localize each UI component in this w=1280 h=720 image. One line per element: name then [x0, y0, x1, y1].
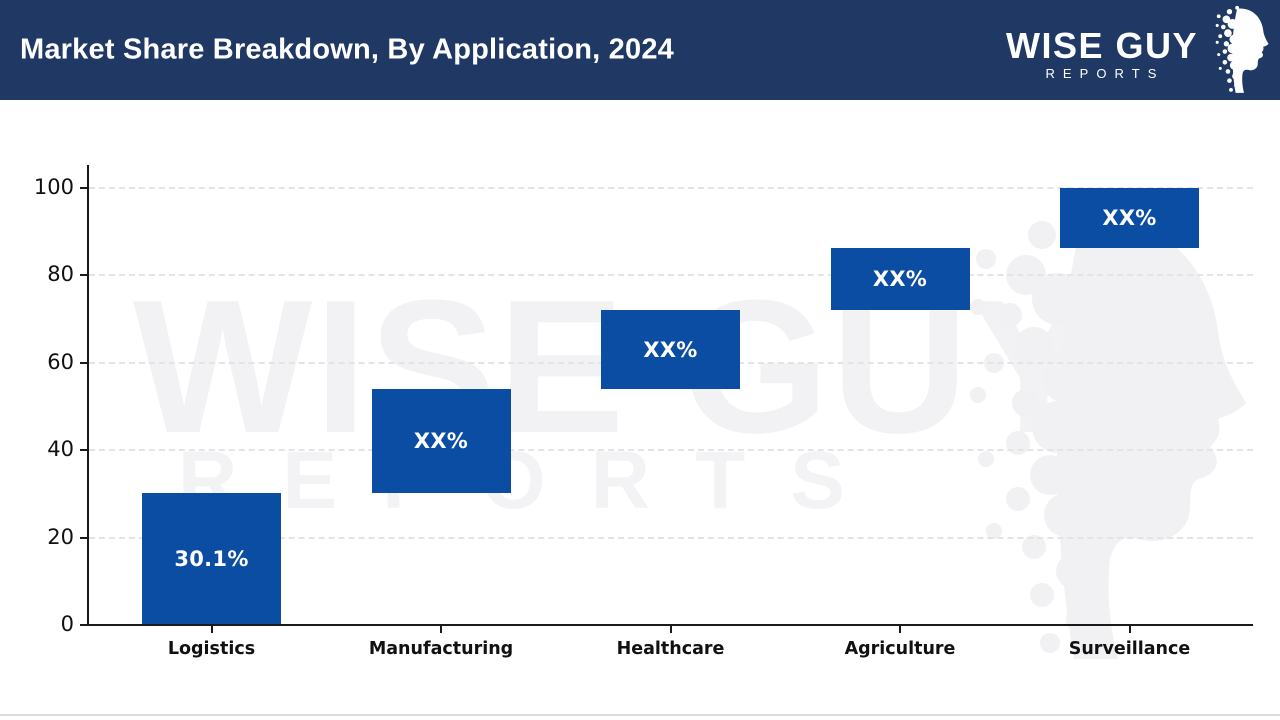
y-tick-label: 80	[47, 262, 74, 286]
header: Market Share Breakdown, By Application, …	[0, 0, 1280, 100]
bar-label: XX%	[643, 337, 698, 362]
category-label-logistics: Logistics	[167, 639, 256, 659]
y-tick	[80, 624, 88, 626]
gridline	[89, 449, 1253, 451]
logo-face-icon	[1192, 4, 1270, 96]
category-label-manufacturing: Manufacturing	[368, 639, 514, 659]
x-tick	[899, 626, 901, 633]
y-tick-label: 20	[47, 524, 74, 549]
bar-logistics: 30.1%	[142, 493, 281, 625]
logo-wordmark: WISE GUY	[1005, 25, 1198, 67]
category-label-agriculture: Agriculture	[844, 639, 956, 659]
x-tick	[440, 626, 442, 633]
bar-label: XX%	[1102, 205, 1157, 230]
bar-label: XX%	[413, 429, 469, 454]
x-tick	[210, 626, 213, 633]
logo-subtext: REPORTS	[1045, 65, 1165, 81]
logo-text: WISE GUY REPORTS	[1006, 27, 1198, 81]
gridline	[89, 274, 1253, 276]
y-tick	[80, 449, 88, 451]
x-tick	[669, 626, 672, 633]
bar-label: 30.1%	[174, 547, 249, 572]
y-tick-label: 60	[47, 349, 74, 374]
brand-logo: WISE GUY REPORTS	[1006, 4, 1270, 96]
y-tick	[80, 536, 88, 539]
y-tick	[80, 186, 88, 189]
bar-healthcare: XX%	[601, 310, 740, 390]
bar-label: XX%	[872, 267, 928, 292]
gridline	[89, 536, 1253, 539]
category-label-healthcare: Healthcare	[616, 639, 725, 659]
x-axis-line	[87, 624, 1253, 626]
category-label-surveillance: Surveillance	[1068, 639, 1191, 659]
y-tick	[80, 361, 88, 364]
y-tick	[80, 274, 88, 276]
y-tick-label: 100	[33, 174, 74, 199]
y-axis-line	[87, 165, 89, 625]
y-tick-label: 0	[60, 612, 74, 636]
bar-manufacturing: XX%	[371, 389, 511, 494]
bottom-divider	[0, 714, 1280, 716]
gridline	[89, 186, 1253, 189]
page-title: Market Share Breakdown, By Application, …	[20, 33, 674, 66]
x-tick	[1128, 626, 1131, 633]
y-tick-label: 40	[47, 437, 74, 461]
watermark-subtext: REPORTS	[178, 435, 891, 526]
bar-surveillance: XX%	[1060, 187, 1199, 249]
bar-agriculture: XX%	[830, 248, 970, 311]
